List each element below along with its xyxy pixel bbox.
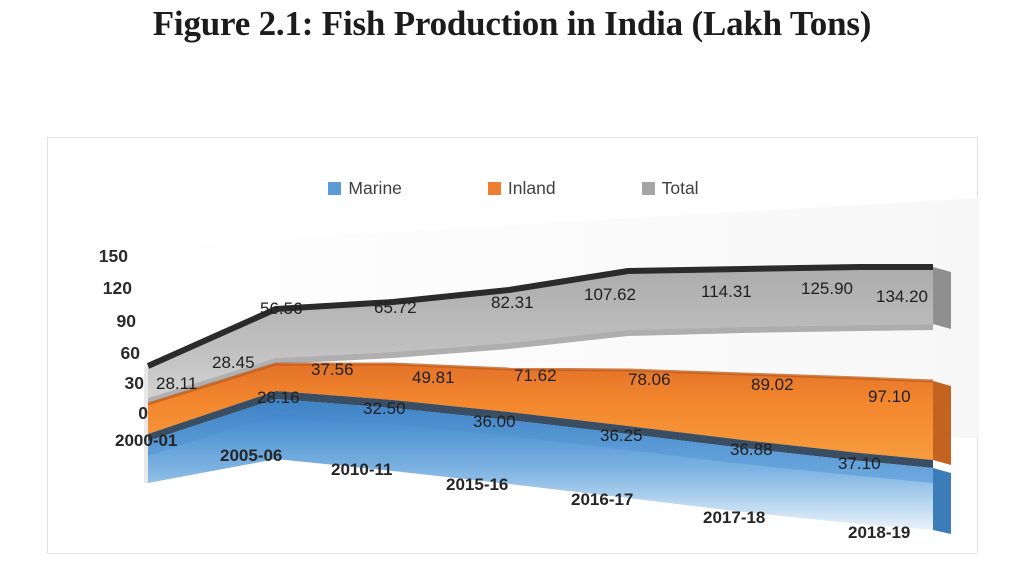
- data-label-marine-3: 36.00: [473, 412, 516, 431]
- data-label-total-1: 65.72: [374, 298, 417, 317]
- data-label-total-3: 107.62: [584, 285, 636, 304]
- series-marine-surface: [148, 399, 933, 530]
- area-chart-3d: [108, 198, 979, 534]
- data-label-marine-6: 37.10: [838, 454, 881, 473]
- data-label-inland-3: 71.62: [514, 366, 557, 385]
- data-label-total-4: 114.31: [701, 282, 752, 301]
- x-axis-label-2015-16: 2015-16: [446, 475, 509, 494]
- series-total-surface: [148, 267, 933, 398]
- data-label-marine-5: 36.88: [730, 440, 773, 459]
- data-label-marine-4: 36.25: [600, 426, 643, 445]
- data-label-inland-1: 37.56: [311, 360, 354, 379]
- data-label-marine-1: 28.16: [257, 388, 300, 407]
- x-axis-label-2016-17: 2016-17: [571, 490, 634, 509]
- data-label-inland-4: 78.06: [628, 370, 671, 389]
- chart-container: Marine Inland Total 150 120 90 60 30 0 2…: [47, 137, 979, 554]
- data-label-total-2: 82.31: [491, 293, 534, 312]
- data-label-marine-0: 28.11: [156, 374, 198, 393]
- y-axis-tick-0: 0: [138, 403, 148, 423]
- y-axis-tick-60: 60: [120, 343, 140, 363]
- x-axis-label-2017-18: 2017-18: [703, 508, 766, 527]
- y-axis-tick-120: 120: [102, 278, 132, 298]
- x-axis-label-2000-01: 2000-01: [115, 431, 178, 450]
- data-label-inland-6: 97.10: [868, 387, 911, 406]
- data-label-marine-2: 32.50: [363, 399, 406, 418]
- data-label-total-5: 125.90: [801, 279, 853, 298]
- x-axis-label-2010-11: 2010-11: [331, 460, 393, 479]
- x-axis-label-2005-06: 2005-06: [220, 446, 283, 465]
- x-axis-label-2018-19: 2018-19: [848, 523, 911, 542]
- data-label-total-0: 56.56: [260, 299, 303, 318]
- data-label-inland-0: 28.45: [212, 353, 255, 372]
- data-label-inland-5: 89.02: [751, 375, 794, 394]
- y-axis-tick-30: 30: [124, 373, 144, 393]
- y-axis-tick-90: 90: [116, 311, 136, 331]
- data-label-total-6: 134.20: [876, 287, 928, 306]
- data-label-inland-2: 49.81: [412, 368, 455, 387]
- series-inland-surface: [148, 364, 933, 460]
- y-axis-tick-150: 150: [98, 246, 128, 266]
- page-title: Figure 2.1: Fish Production in India (La…: [152, 4, 872, 43]
